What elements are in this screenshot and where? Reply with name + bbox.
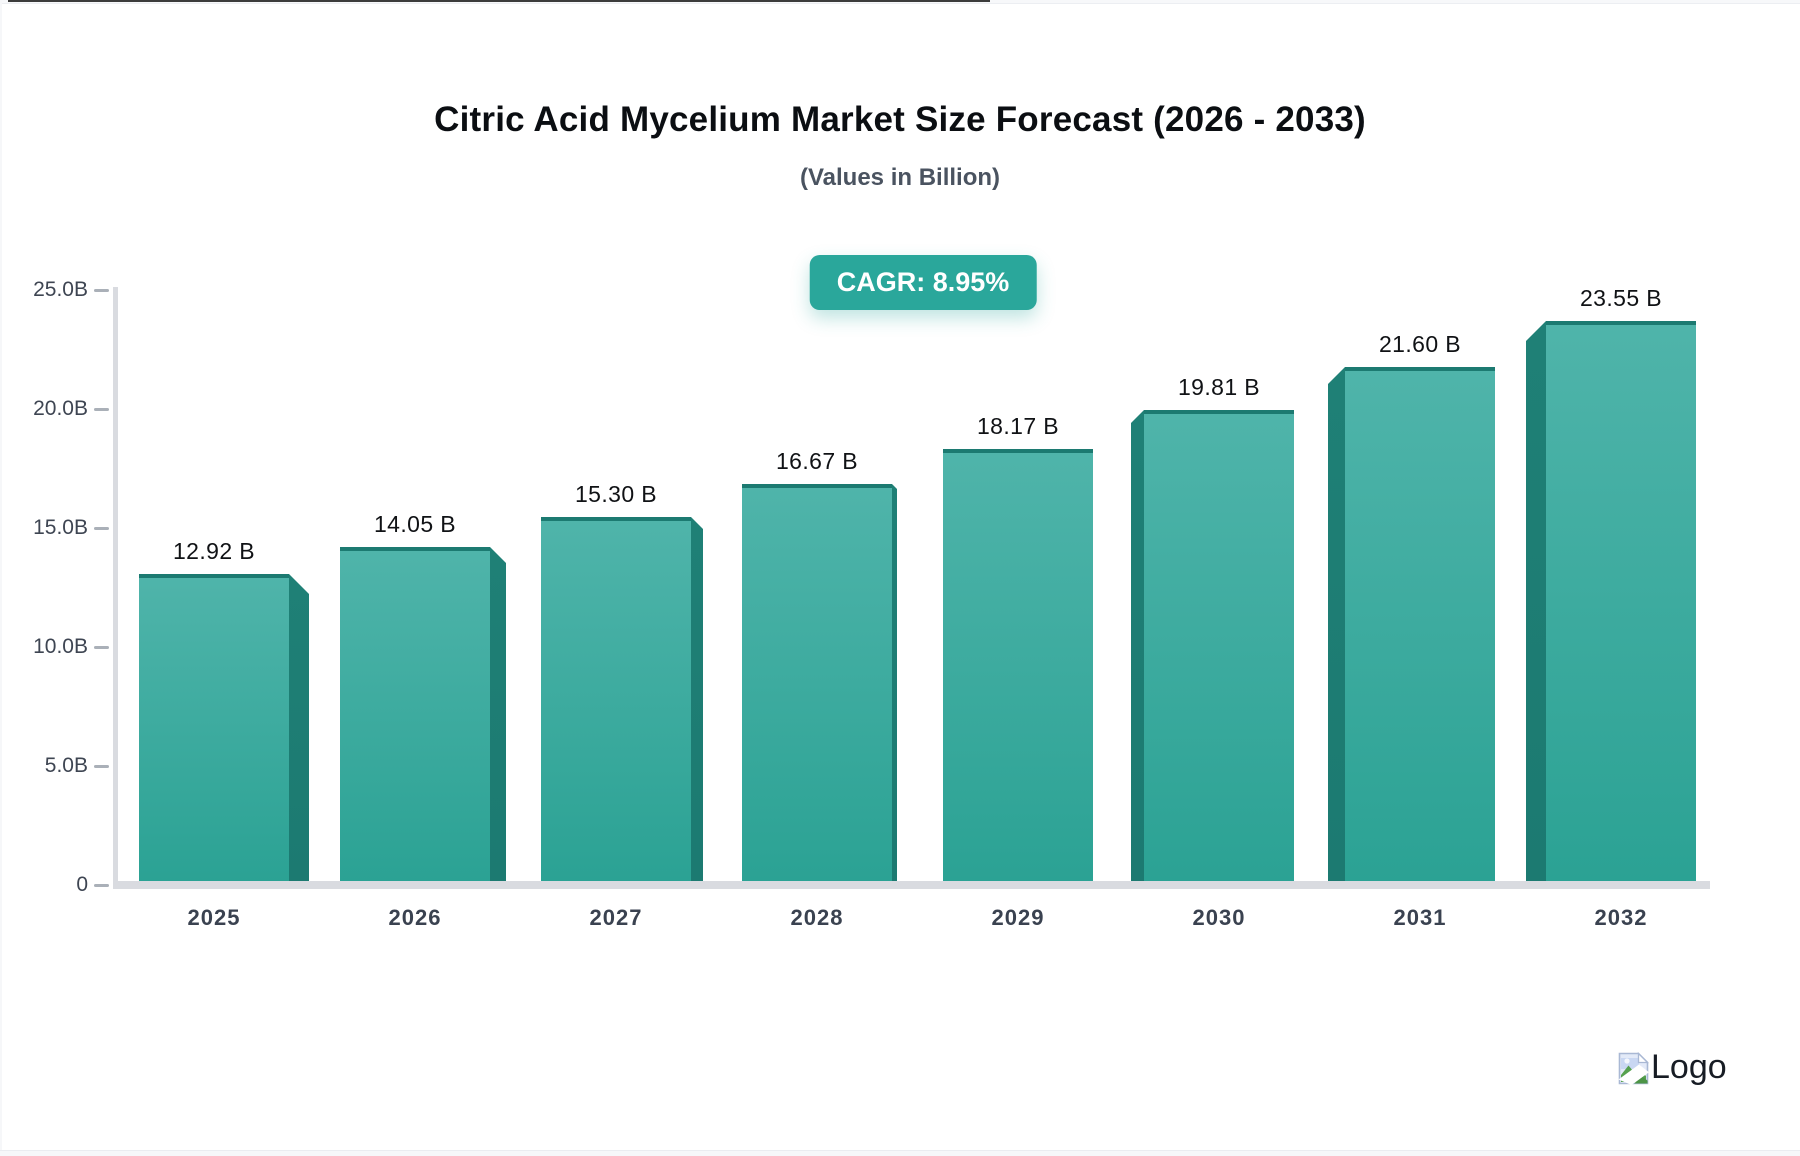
value-label-2031: 21.60 B — [1378, 331, 1462, 357]
value-label-2026: 14.05 B — [373, 511, 457, 537]
bar-2026[interactable] — [340, 547, 490, 881]
x-tick-label-2028: 2028 — [790, 905, 844, 930]
logo: Logo — [1618, 1050, 1727, 1085]
chart-subtitle: (Values in Billion) — [799, 164, 1001, 191]
bar-side-2027 — [691, 517, 703, 881]
value-label-2028: 16.67 B — [775, 448, 859, 474]
bar-side-2028 — [892, 484, 897, 881]
bar-2025[interactable] — [139, 574, 289, 881]
y-tick-label: 20.0B — [33, 397, 88, 420]
value-label-2025: 12.92 B — [172, 538, 256, 564]
x-tick-label-2026: 2026 — [388, 905, 442, 930]
left-edge-strip — [0, 0, 2, 1156]
y-tick-mark — [94, 765, 109, 768]
x-tick-label-2031: 2031 — [1393, 905, 1447, 930]
x-axis-line — [113, 881, 1710, 889]
value-label-2027: 15.30 B — [574, 481, 658, 507]
value-label-2029: 18.17 B — [976, 413, 1060, 439]
y-tick-label: 0 — [76, 873, 88, 896]
x-tick-label-2030: 2030 — [1192, 905, 1246, 930]
top-edge-strip — [0, 0, 1800, 4]
bar-2029[interactable] — [943, 449, 1093, 881]
y-tick-mark — [94, 408, 109, 411]
x-tick-label-2029: 2029 — [991, 905, 1045, 930]
bar-2032[interactable] — [1546, 321, 1696, 881]
top-border-line — [8, 0, 990, 2]
y-tick-mark — [94, 289, 109, 292]
chart-title: Citric Acid Mycelium Market Size Forecas… — [434, 100, 1366, 139]
broken-image-icon — [1618, 1052, 1649, 1085]
y-tick-mark — [94, 527, 109, 530]
bar-side-2025 — [289, 574, 309, 881]
y-tick-label: 5.0B — [44, 754, 88, 777]
bar-2028[interactable] — [742, 484, 892, 881]
bar-2031[interactable] — [1345, 367, 1495, 881]
bar-side-2032 — [1526, 321, 1546, 881]
cagr-badge: CAGR: 8.95% — [809, 255, 1037, 310]
y-tick-label: 10.0B — [33, 635, 88, 658]
bar-side-2030 — [1131, 410, 1144, 881]
value-label-2030: 19.81 B — [1177, 374, 1261, 400]
y-tick-mark — [94, 884, 109, 887]
logo-alt-text: Logo — [1651, 1048, 1727, 1086]
y-tick-mark — [94, 646, 109, 649]
bottom-edge-strip — [0, 1150, 1800, 1156]
x-tick-label-2027: 2027 — [589, 905, 643, 930]
bar-side-2026 — [490, 547, 506, 881]
y-axis-line — [113, 287, 118, 885]
x-tick-label-2025: 2025 — [187, 905, 241, 930]
y-tick-label: 25.0B — [33, 278, 88, 301]
x-tick-label-2032: 2032 — [1594, 905, 1648, 930]
bar-side-2031 — [1328, 367, 1345, 881]
value-label-2032: 23.55 B — [1579, 285, 1663, 311]
y-tick-label: 15.0B — [33, 516, 88, 539]
bar-2030[interactable] — [1144, 410, 1294, 881]
bar-2027[interactable] — [541, 517, 691, 881]
